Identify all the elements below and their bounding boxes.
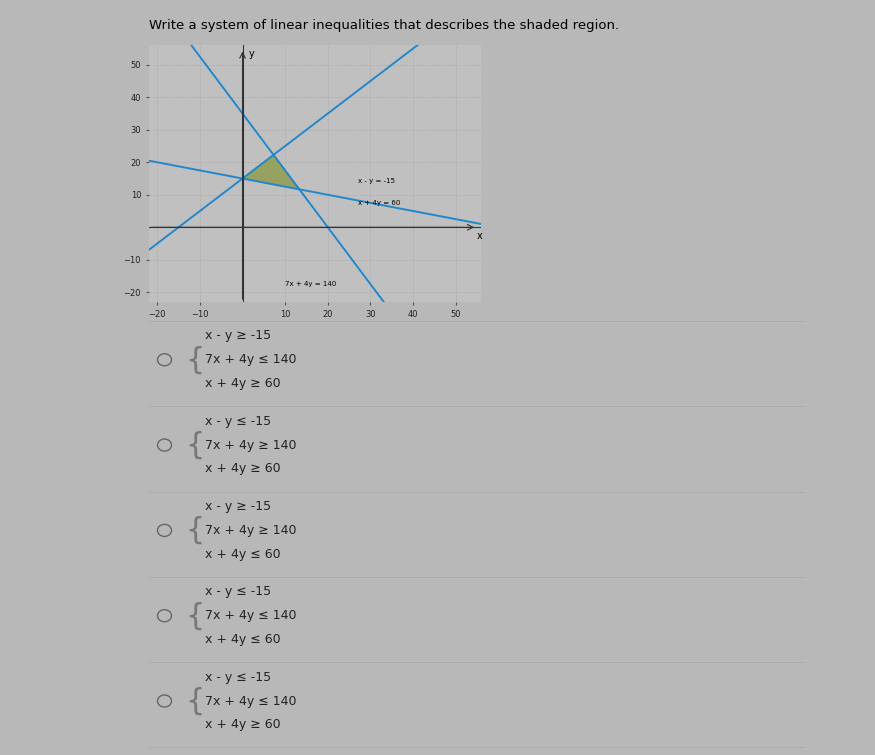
Text: 7x + 4y ≥ 140: 7x + 4y ≥ 140 — [205, 439, 297, 451]
Text: x - y ≤ -15: x - y ≤ -15 — [205, 585, 271, 598]
Text: 7x + 4y ≤ 140: 7x + 4y ≤ 140 — [205, 353, 297, 366]
Text: 7x + 4y ≥ 140: 7x + 4y ≥ 140 — [205, 524, 297, 537]
Text: {: { — [186, 430, 205, 460]
Text: x - y ≥ -15: x - y ≥ -15 — [205, 329, 271, 342]
Text: 7x + 4y ≤ 140: 7x + 4y ≤ 140 — [205, 695, 297, 707]
Text: x - y = -15: x - y = -15 — [358, 178, 395, 184]
Text: x + 4y ≤ 60: x + 4y ≤ 60 — [205, 548, 280, 561]
Text: {: { — [186, 516, 205, 545]
Text: {: { — [186, 686, 205, 716]
Text: Write a system of linear inequalities that describes the shaded region.: Write a system of linear inequalities th… — [149, 19, 619, 32]
Text: 7x + 4y ≤ 140: 7x + 4y ≤ 140 — [205, 609, 297, 622]
Text: x + 4y = 60: x + 4y = 60 — [358, 199, 400, 205]
Text: x - y ≥ -15: x - y ≥ -15 — [205, 500, 271, 513]
Text: x + 4y ≥ 60: x + 4y ≥ 60 — [205, 463, 280, 476]
Text: y: y — [248, 48, 255, 59]
Text: x - y ≤ -15: x - y ≤ -15 — [205, 670, 271, 683]
Text: 7x + 4y = 140: 7x + 4y = 140 — [285, 281, 336, 287]
Text: x + 4y ≤ 60: x + 4y ≤ 60 — [205, 633, 280, 646]
Text: {: { — [186, 345, 205, 374]
Text: x: x — [476, 230, 482, 241]
Text: x - y ≤ -15: x - y ≤ -15 — [205, 414, 271, 427]
Text: {: { — [186, 601, 205, 630]
Text: x + 4y ≥ 60: x + 4y ≥ 60 — [205, 719, 280, 732]
Polygon shape — [242, 155, 299, 190]
Text: x + 4y ≥ 60: x + 4y ≥ 60 — [205, 378, 280, 390]
